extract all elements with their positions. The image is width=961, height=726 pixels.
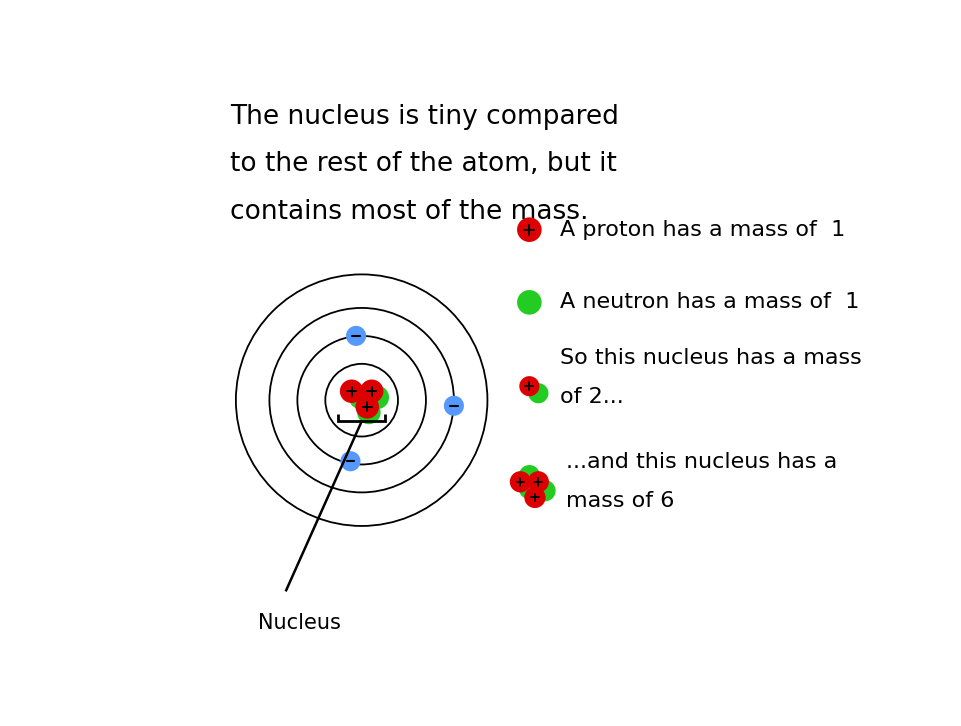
Circle shape — [359, 380, 383, 403]
Circle shape — [339, 380, 363, 403]
Circle shape — [518, 478, 539, 499]
Circle shape — [357, 401, 381, 424]
Circle shape — [349, 386, 372, 409]
Text: contains most of the mass.: contains most of the mass. — [230, 199, 588, 225]
Circle shape — [356, 395, 379, 419]
Circle shape — [528, 383, 548, 404]
Text: The nucleus is tiny compared: The nucleus is tiny compared — [230, 104, 619, 130]
Circle shape — [534, 480, 555, 502]
Circle shape — [365, 386, 388, 409]
Circle shape — [516, 217, 541, 242]
Circle shape — [518, 465, 539, 486]
Text: A neutron has a mass of  1: A neutron has a mass of 1 — [559, 293, 858, 312]
Text: A proton has a mass of  1: A proton has a mass of 1 — [559, 220, 845, 240]
Circle shape — [524, 487, 545, 508]
Circle shape — [346, 326, 366, 346]
Circle shape — [516, 290, 541, 314]
Text: ...and this nucleus has a
mass of 6: ...and this nucleus has a mass of 6 — [565, 452, 836, 511]
Circle shape — [443, 396, 463, 416]
Text: So this nucleus has a mass
of 2...: So this nucleus has a mass of 2... — [559, 348, 861, 407]
Text: to the rest of the atom, but it: to the rest of the atom, but it — [230, 152, 617, 177]
Circle shape — [528, 471, 549, 492]
Circle shape — [509, 471, 530, 492]
Text: Nucleus: Nucleus — [258, 613, 341, 632]
Circle shape — [519, 376, 539, 396]
Circle shape — [340, 451, 360, 471]
